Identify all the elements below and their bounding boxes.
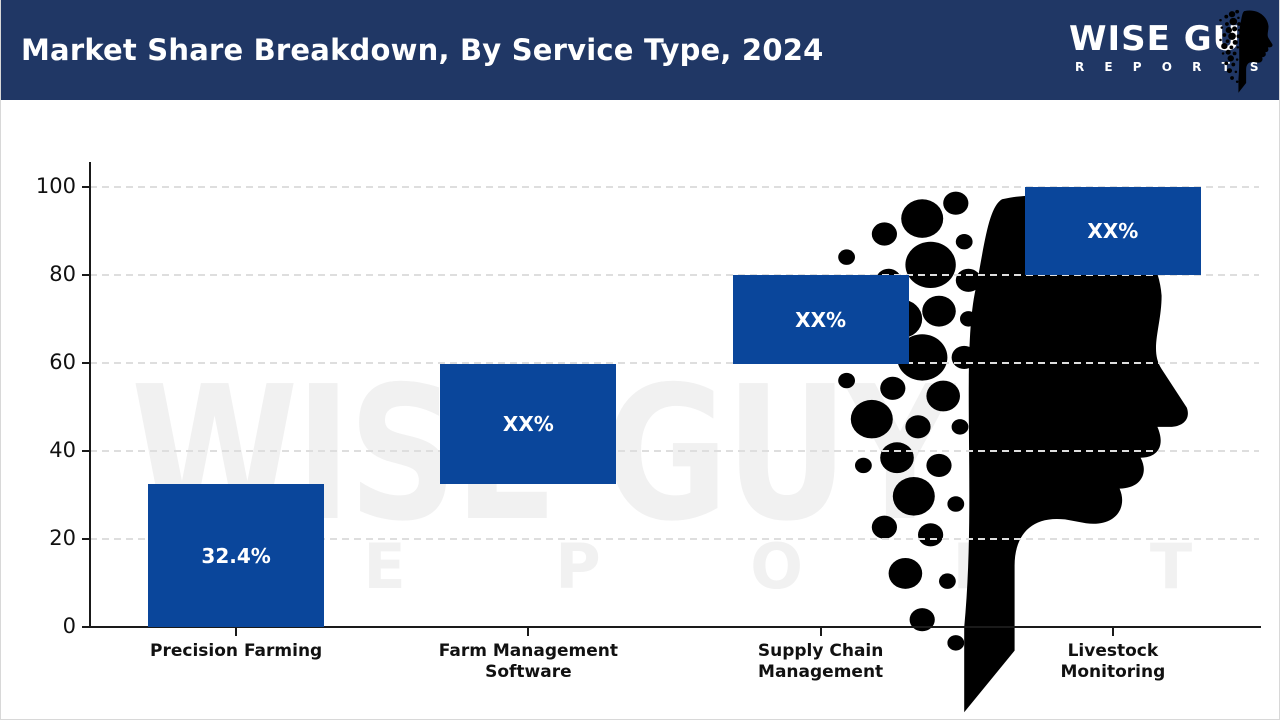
gridline-80 [90, 274, 1259, 276]
y-tick-label-0: 0 [62, 614, 76, 638]
y-tick-label-60: 60 [49, 350, 76, 374]
bar-segment: XX% [732, 275, 909, 365]
y-tick-label-80: 80 [49, 262, 76, 286]
x-tick-mark [1111, 628, 1114, 636]
x-tick-mark [235, 628, 238, 636]
gridline-100 [90, 186, 1259, 188]
y-tick-label-20: 20 [49, 526, 76, 550]
wiseguy-head-icon [1209, 8, 1273, 94]
x-category-label: Livestock Monitoring [1060, 641, 1166, 682]
x-category-label: Supply Chain Management [757, 641, 884, 682]
plot-area: 0 20 40 60 80 100 32.4% XX% XX% XX% Precision Fa… [1, 100, 1279, 719]
y-tick-mark-60 [82, 362, 89, 364]
chart-title: Market Share Breakdown, By Service Type,… [21, 33, 824, 67]
y-tick-label-100: 100 [35, 174, 76, 198]
bar-value-label: XX% [1087, 219, 1139, 243]
y-tick-mark-20 [82, 538, 89, 540]
gridline-40 [90, 450, 1259, 452]
x-category-label: Precision Farming [150, 641, 323, 661]
y-tick-mark-0 [82, 626, 89, 628]
bar-value-label: 32.4% [201, 543, 271, 568]
x-axis-line [89, 626, 1261, 628]
bar-value-label: XX% [502, 412, 554, 437]
bar-value-label: XX% [795, 307, 847, 332]
x-tick-mark [819, 628, 822, 636]
bar-segment: 32.4% [148, 484, 325, 627]
gridline-60 [90, 362, 1259, 364]
header-bar: Market Share Breakdown, By Service Type,… [1, 0, 1279, 100]
x-tick-mark [527, 628, 530, 636]
y-tick-mark-40 [82, 450, 89, 452]
y-tick-label-40: 40 [49, 438, 76, 462]
y-tick-mark-80 [82, 274, 89, 276]
x-category-label: Farm Management Software [438, 641, 618, 682]
bar-segment: XX% [1024, 187, 1201, 275]
y-axis-line [89, 162, 91, 628]
y-tick-mark-100 [82, 186, 89, 188]
bar-segment: XX% [440, 364, 617, 485]
wiseguy-logo: WISE GUY R E P O R T S [1033, 6, 1273, 94]
logo-subtext: R E P O R T S [1075, 60, 1267, 74]
gridline-20 [90, 538, 1259, 540]
